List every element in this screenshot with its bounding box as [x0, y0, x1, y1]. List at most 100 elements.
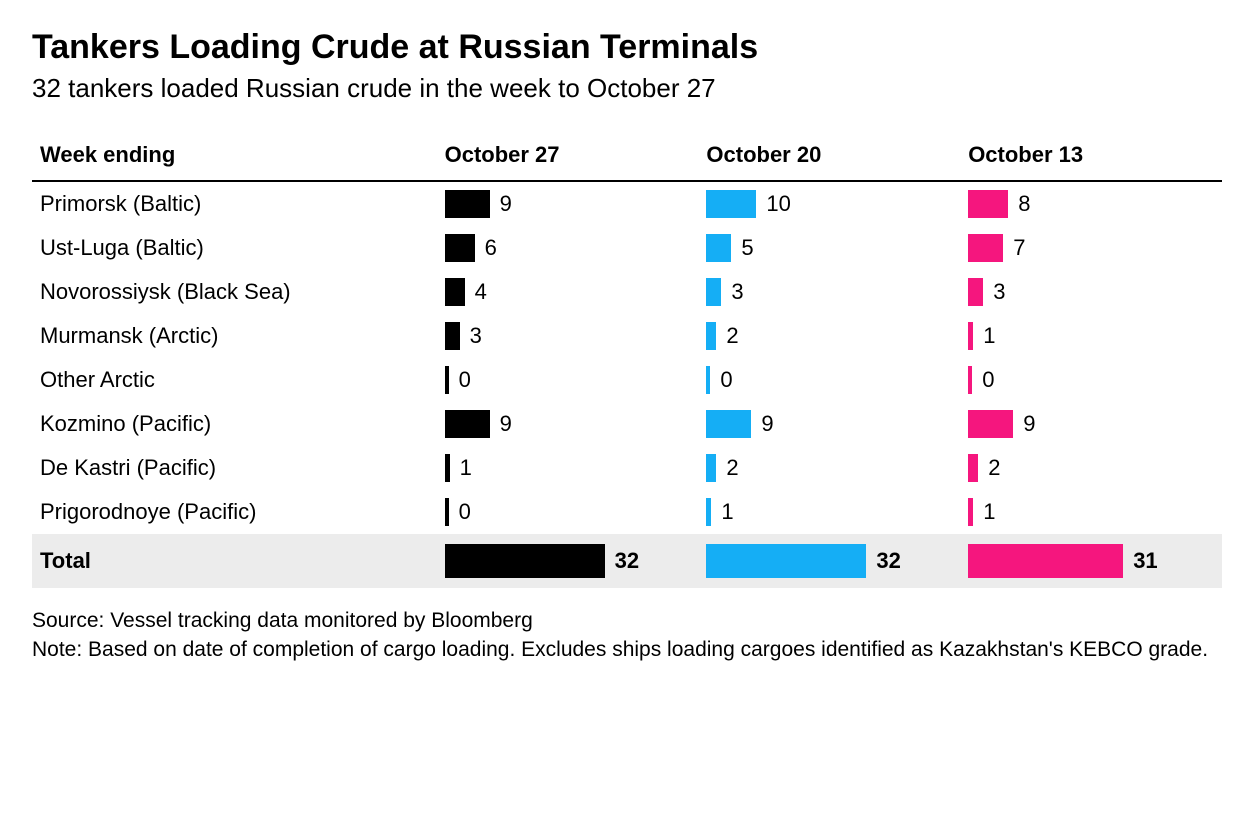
table-row: Other Arctic 0 0 0 [32, 358, 1222, 402]
footer-source: Source: Vessel tracking data monitored b… [32, 606, 1222, 635]
bar [706, 234, 731, 262]
bar-value: 0 [459, 367, 471, 393]
row-label: Murmansk (Arctic) [32, 314, 437, 358]
bar [968, 410, 1013, 438]
bar [445, 544, 605, 578]
bar-cell: 3 [698, 270, 960, 314]
bar-value: 1 [983, 499, 995, 525]
row-label: Kozmino (Pacific) [32, 402, 437, 446]
bar-value: 0 [459, 499, 471, 525]
bar [706, 322, 716, 350]
table-row: Murmansk (Arctic) 3 2 1 [32, 314, 1222, 358]
bar-value: 3 [993, 279, 1005, 305]
bar [968, 190, 1008, 218]
bar [968, 234, 1003, 262]
bar-cell: 1 [960, 314, 1222, 358]
bar [445, 498, 449, 526]
bar-cell: 10 [698, 181, 960, 226]
bar-cell: 1 [960, 490, 1222, 534]
bar-cell: 9 [960, 402, 1222, 446]
bar-cell: 3 [437, 314, 699, 358]
bar [706, 366, 710, 394]
tankers-table: Week ending October 27 October 20 Octobe… [32, 132, 1222, 588]
bar-cell: 32 [437, 534, 699, 588]
bar-value: 32 [615, 548, 639, 574]
bar [445, 410, 490, 438]
bar-cell: 9 [437, 181, 699, 226]
chart-title: Tankers Loading Crude at Russian Termina… [32, 28, 1222, 67]
bar-cell: 31 [960, 534, 1222, 588]
bar-cell: 32 [698, 534, 960, 588]
bar-cell: 1 [698, 490, 960, 534]
bar-cell: 7 [960, 226, 1222, 270]
header-week-2: October 13 [960, 132, 1222, 181]
bar-cell: 0 [960, 358, 1222, 402]
total-row: Total 32 32 31 [32, 534, 1222, 588]
bar-value: 4 [475, 279, 487, 305]
bar [968, 498, 973, 526]
bar-value: 7 [1013, 235, 1025, 261]
bar-value: 10 [766, 191, 790, 217]
bar [445, 234, 475, 262]
bar-cell: 8 [960, 181, 1222, 226]
bar-cell: 1 [437, 446, 699, 490]
bar-cell: 9 [698, 402, 960, 446]
table-row: Ust-Luga (Baltic)657 [32, 226, 1222, 270]
bar-cell: 0 [698, 358, 960, 402]
bar-value: 6 [485, 235, 497, 261]
bar-value: 2 [988, 455, 1000, 481]
bar-value: 9 [500, 411, 512, 437]
bar-value: 3 [470, 323, 482, 349]
row-label: Primorsk (Baltic) [32, 181, 437, 226]
bar-cell: 2 [698, 314, 960, 358]
bar [706, 454, 716, 482]
bar [706, 498, 711, 526]
table-row: Primorsk (Baltic) 9 10 8 [32, 181, 1222, 226]
bar-value: 0 [720, 367, 732, 393]
table-header-row: Week ending October 27 October 20 Octobe… [32, 132, 1222, 181]
bar [445, 454, 450, 482]
bar-cell: 9 [437, 402, 699, 446]
bar-value: 1 [721, 499, 733, 525]
bar-value: 0 [982, 367, 994, 393]
row-label: Other Arctic [32, 358, 437, 402]
chart-subtitle: 32 tankers loaded Russian crude in the w… [32, 73, 1222, 104]
table-row: Kozmino (Pacific) 9 9 9 [32, 402, 1222, 446]
table-row: Prigorodnoye (Pacific) 0 1 1 [32, 490, 1222, 534]
bar-value: 9 [500, 191, 512, 217]
row-label: De Kastri (Pacific) [32, 446, 437, 490]
bar-value: 2 [726, 455, 738, 481]
table-row: De Kastri (Pacific) 1 2 2 [32, 446, 1222, 490]
bar [968, 322, 973, 350]
row-label: Prigorodnoye (Pacific) [32, 490, 437, 534]
bar-value: 9 [761, 411, 773, 437]
header-week-0: October 27 [437, 132, 699, 181]
bar [445, 190, 490, 218]
bar [968, 278, 983, 306]
total-label: Total [32, 534, 437, 588]
bar-value: 3 [731, 279, 743, 305]
header-label: Week ending [32, 132, 437, 181]
bar-cell: 2 [960, 446, 1222, 490]
bar-cell: 5 [698, 226, 960, 270]
footer-note: Note: Based on date of completion of car… [32, 635, 1222, 664]
bar-value: 2 [726, 323, 738, 349]
bar-value: 31 [1133, 548, 1157, 574]
bar [706, 190, 756, 218]
bar-value: 5 [741, 235, 753, 261]
bar-cell: 2 [698, 446, 960, 490]
bar-value: 1 [460, 455, 472, 481]
bar-value: 32 [876, 548, 900, 574]
row-label: Novorossiysk (Black Sea) [32, 270, 437, 314]
bar-cell: 0 [437, 358, 699, 402]
bar [968, 544, 1123, 578]
chart-footer: Source: Vessel tracking data monitored b… [32, 606, 1222, 665]
bar [445, 322, 460, 350]
bar-cell: 0 [437, 490, 699, 534]
bar-cell: 4 [437, 270, 699, 314]
header-week-1: October 20 [698, 132, 960, 181]
bar-value: 9 [1023, 411, 1035, 437]
bar [706, 278, 721, 306]
bar [968, 454, 978, 482]
bar-value: 1 [983, 323, 995, 349]
